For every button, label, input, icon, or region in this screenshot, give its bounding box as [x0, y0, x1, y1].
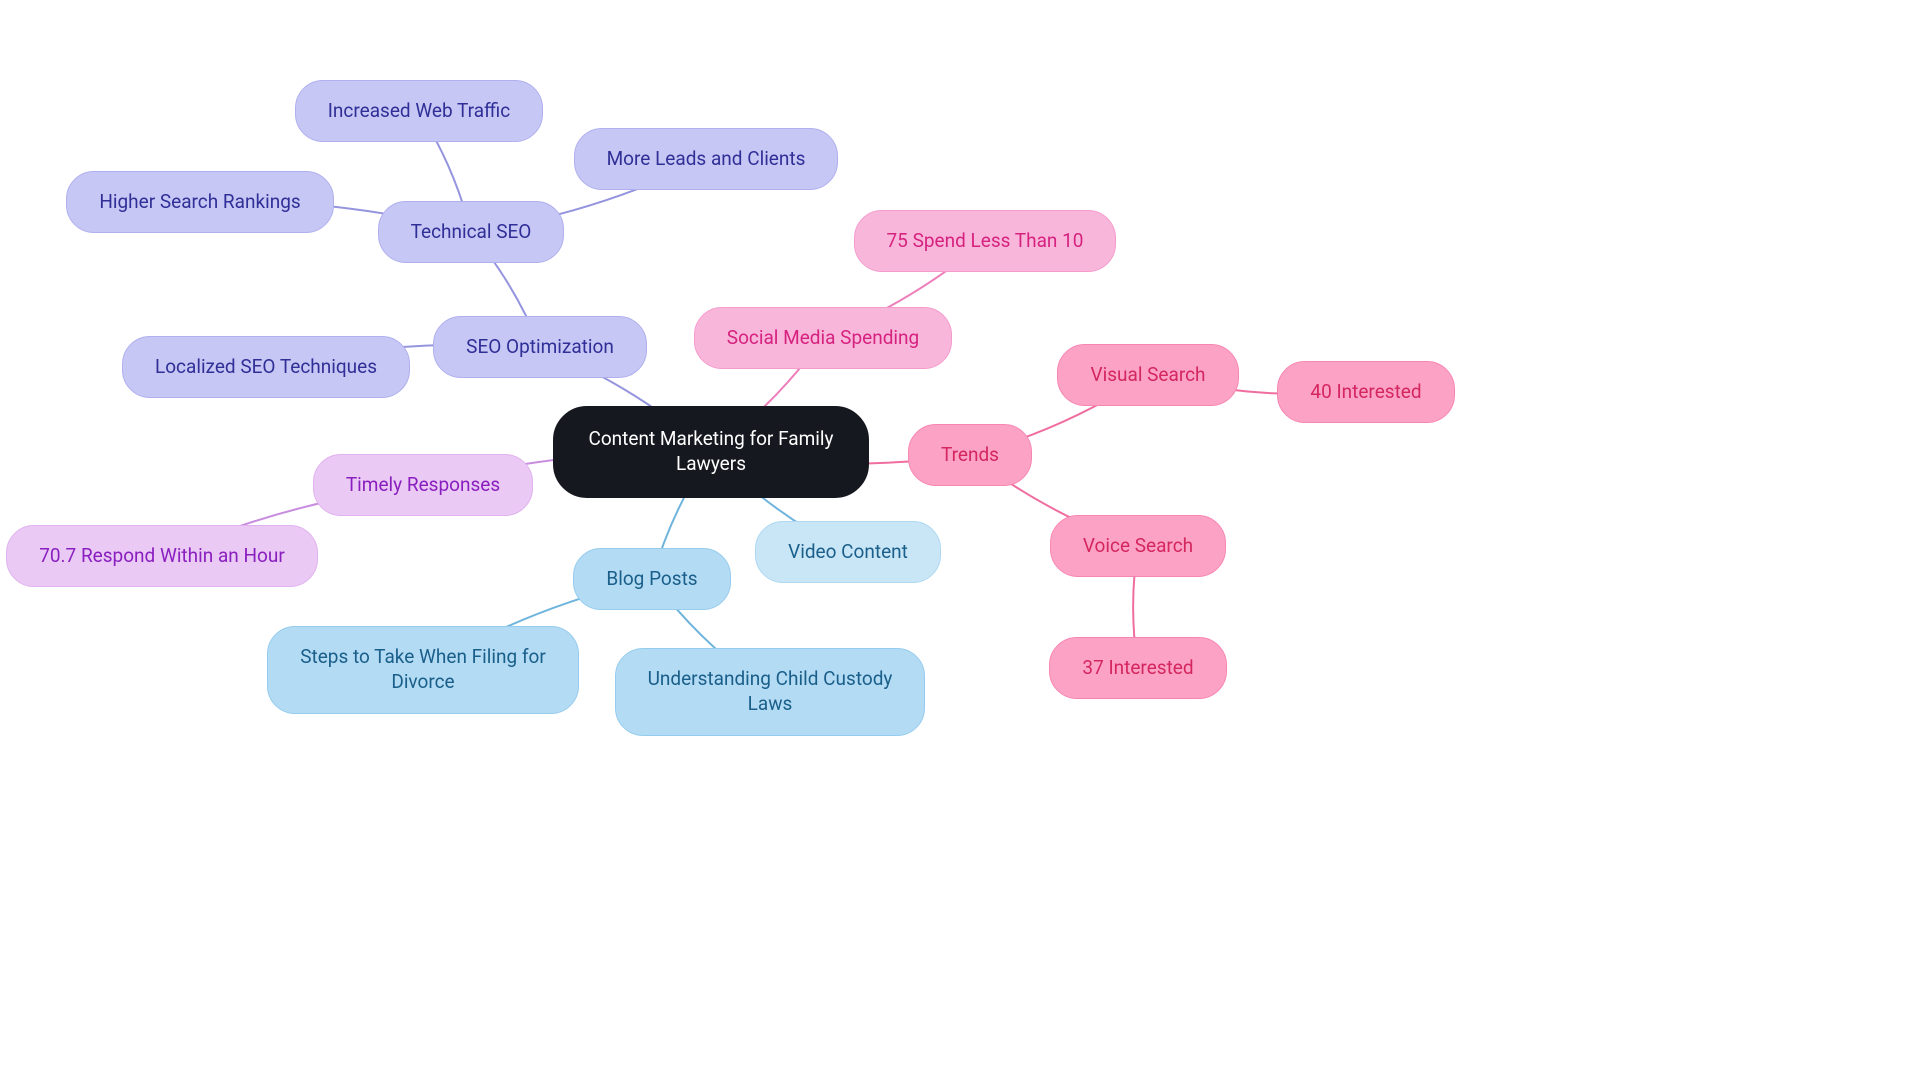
node-voice: Voice Search [1050, 515, 1226, 578]
node-seo: SEO Optimization [433, 316, 647, 379]
node-visual: Visual Search [1057, 344, 1238, 407]
node-blog: Blog Posts [573, 548, 730, 611]
node-respond: 70.7 Respond Within an Hour [6, 525, 318, 588]
node-spend75: 75 Spend Less Than 10 [854, 210, 1117, 273]
node-social: Social Media Spending [694, 307, 952, 370]
node-center: Content Marketing for Family Lawyers [553, 406, 868, 497]
node-trends: Trends [908, 424, 1032, 487]
node-custody: Understanding Child Custody Laws [615, 648, 926, 735]
node-rank: Higher Search Rankings [66, 171, 333, 234]
node-int40: 40 Interested [1277, 361, 1454, 424]
node-timely: Timely Responses [313, 454, 533, 517]
node-local_seo: Localized SEO Techniques [122, 336, 410, 399]
node-int37: 37 Interested [1049, 637, 1226, 700]
node-traffic: Increased Web Traffic [295, 80, 543, 143]
node-divorce: Steps to Take When Filing for Divorce [267, 626, 579, 713]
node-leads: More Leads and Clients [574, 128, 839, 191]
node-video: Video Content [755, 521, 941, 584]
node-tech_seo: Technical SEO [378, 201, 565, 264]
